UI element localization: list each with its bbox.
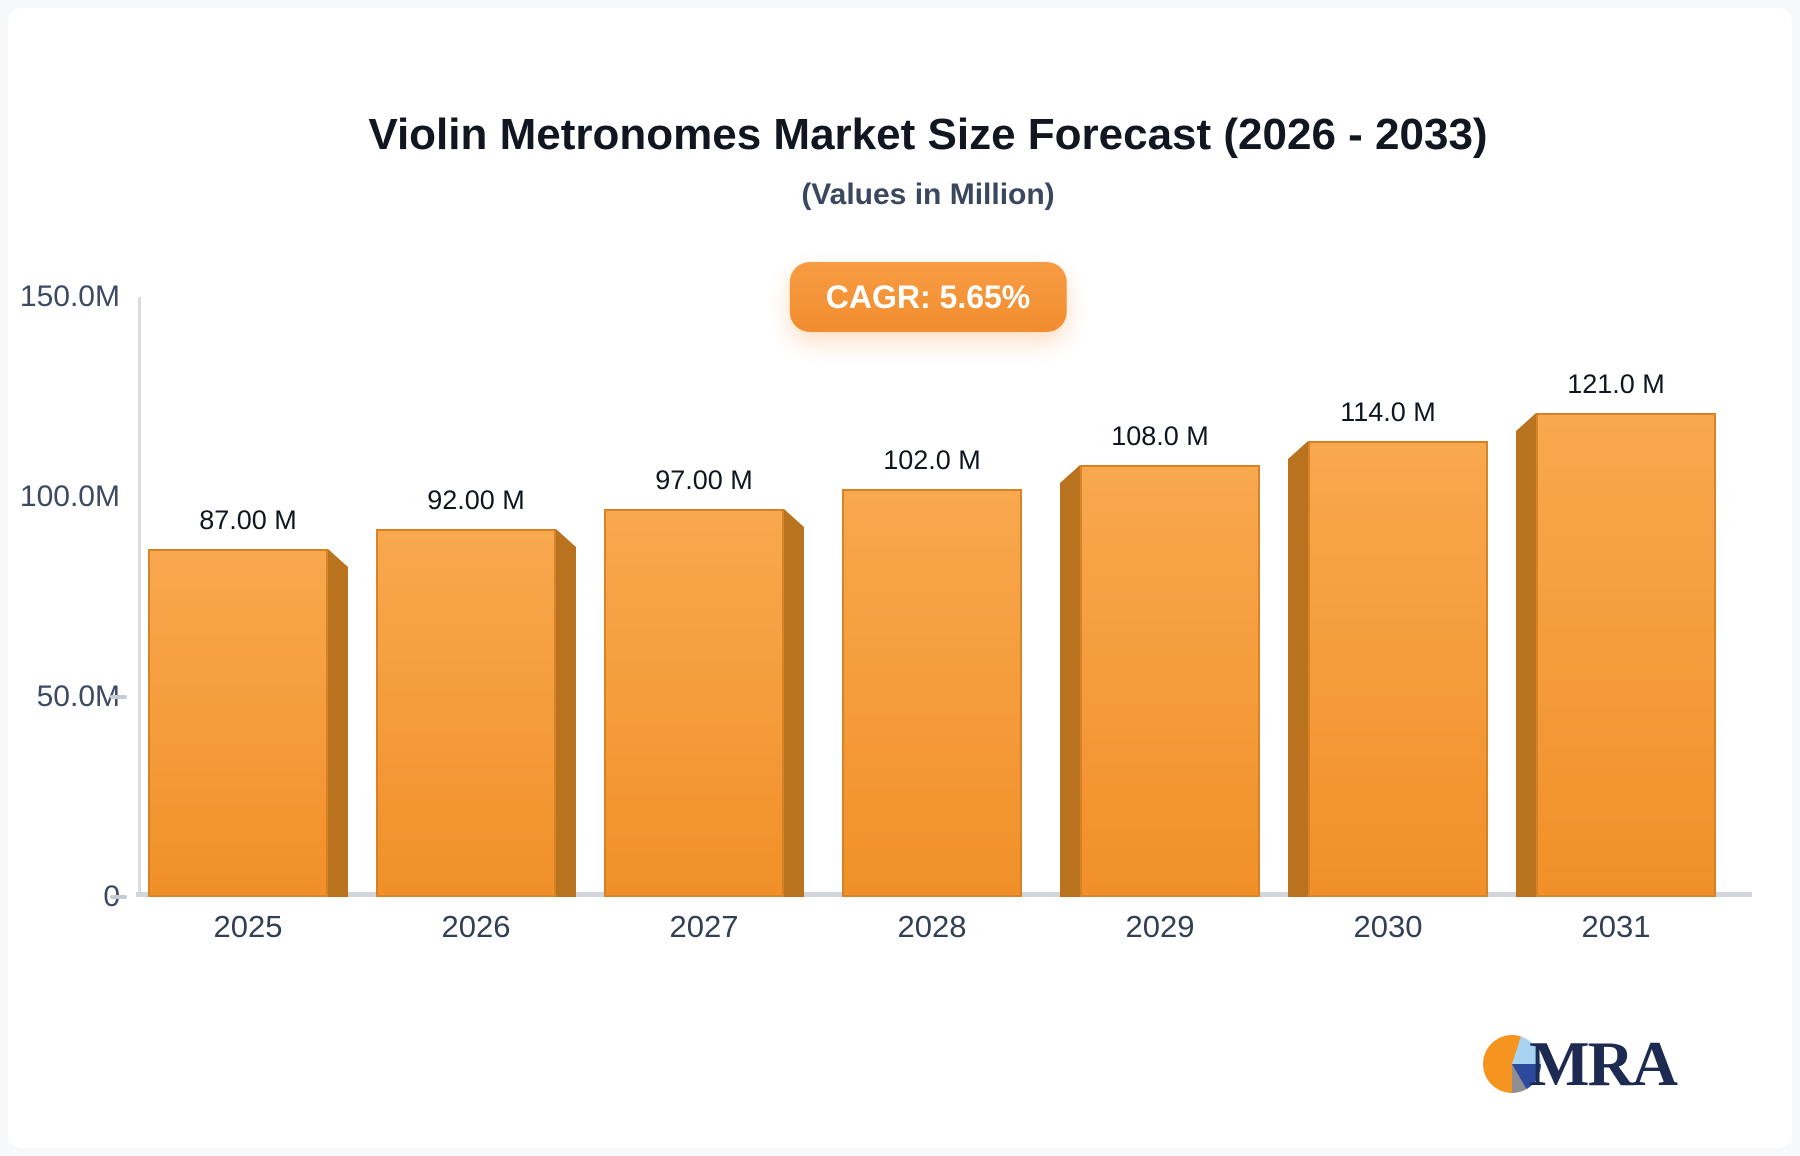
x-tick-label: 2030: [1353, 909, 1423, 944]
bar-face: [842, 489, 1022, 897]
y-tick-dash: [110, 895, 127, 899]
cagr-badge: CAGR: 5.65%: [789, 262, 1067, 332]
bar-2028: [842, 489, 1022, 897]
y-tick-label: 150.0M: [19, 280, 120, 313]
bar-face: [376, 529, 556, 897]
x-tick-label: 2028: [897, 909, 967, 944]
y-tick-dash: [110, 695, 127, 699]
bar-value-label: 102.0 M: [883, 445, 981, 475]
bar-value-label: 114.0 M: [1340, 397, 1436, 427]
bar-side-3d: [328, 549, 348, 897]
bar-face: [1308, 441, 1488, 897]
bar-2027: [604, 509, 804, 897]
bar-2030: [1288, 441, 1488, 897]
bar-side-3d: [1060, 465, 1080, 897]
x-tick-label: 2025: [213, 909, 283, 944]
bar-side-3d: [784, 509, 804, 897]
bar-side-3d: [556, 529, 576, 897]
bar-value-label: 87.00 M: [199, 505, 297, 535]
y-tick-label: 0: [8, 881, 120, 913]
bar-face: [1080, 465, 1260, 897]
bar-value-label: 121.0 M: [1567, 369, 1665, 399]
y-tick-label: 50.0M: [36, 680, 120, 713]
mra-logo: MRA: [1483, 1028, 1678, 1099]
bar-side-3d: [1516, 413, 1536, 897]
bar-value-label: 108.0 M: [1111, 421, 1209, 451]
bar-2025: [148, 549, 348, 897]
logo-text: MRA: [1529, 1028, 1678, 1099]
x-tick-label: 2029: [1125, 909, 1195, 944]
bar-2029: [1060, 465, 1260, 897]
bar-2031: [1516, 413, 1716, 897]
bar-face: [148, 549, 328, 897]
pie-chart-logo-icon: [1483, 1035, 1542, 1093]
y-axis-line: [138, 297, 141, 897]
bar-2026: [376, 529, 576, 897]
y-tick-label: 100.0M: [19, 480, 120, 513]
bar-face: [1536, 413, 1716, 897]
bar-face: [604, 509, 784, 897]
chart-card: Violin Metronomes Market Size Forecast (…: [8, 8, 1792, 1148]
x-tick-label: 2027: [669, 909, 739, 944]
page-subtitle: (Values in Million): [801, 178, 1055, 211]
plot-area: 150.0M 100.0M 50.0M 0 87.00 M 2025 92.00 M 2026…: [8, 8, 1800, 1156]
bar-side-3d: [1288, 441, 1308, 897]
page-title: Violin Metronomes Market Size Forecast (…: [368, 110, 1488, 159]
x-tick-label: 2031: [1581, 909, 1651, 944]
x-tick-label: 2026: [441, 909, 511, 944]
bar-value-label: 92.00 M: [427, 485, 525, 515]
bar-value-label: 97.00 M: [655, 465, 753, 495]
